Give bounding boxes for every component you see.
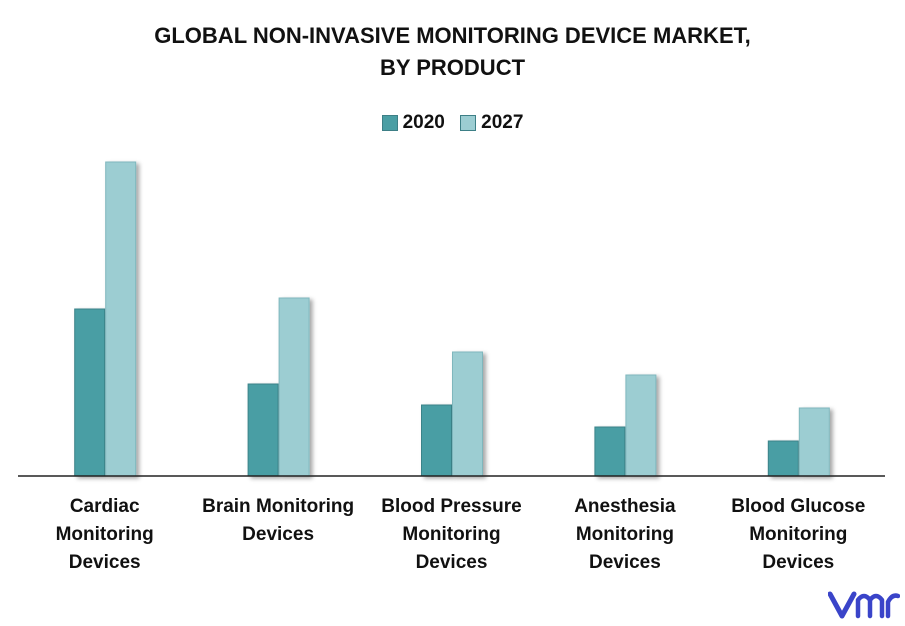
legend-swatch-2027 (460, 115, 477, 131)
bar-2027-0 (105, 161, 137, 477)
vmr-logo-icon (828, 591, 900, 619)
category-label-2: Blood Pressure Monitoring Devices (368, 493, 536, 577)
category-label-1: Brain Monitoring Devices (194, 493, 362, 549)
bar-2027-3 (625, 374, 657, 477)
category-label-0: Cardiac Monitoring Devices (21, 493, 189, 577)
bar-2020-4 (767, 440, 799, 477)
category-label-line: Monitoring (749, 524, 848, 545)
category-label-3: Anesthesia Monitoring Devices (541, 493, 709, 577)
category-label-line: Devices (588, 552, 661, 573)
category-label-line: Cardiac (69, 496, 140, 517)
bar-2027-2 (452, 351, 483, 477)
legend-item-2027: 2027 (460, 112, 523, 134)
bar-2027-4 (798, 407, 830, 477)
legend-label-2020: 2020 (402, 112, 445, 133)
category-label-line: Devices (242, 524, 315, 545)
bar-2027-1 (278, 297, 310, 477)
bar-2020-1 (247, 383, 279, 477)
category-label-line: Blood Glucose (731, 496, 866, 517)
legend-label-2027: 2027 (481, 112, 524, 133)
category-label-line: Devices (762, 552, 835, 573)
category-label-line: Devices (415, 552, 488, 573)
chart-title-line-2: BY PRODUCT (379, 55, 526, 80)
category-label-line: Monitoring (55, 524, 154, 545)
bar-2020-2 (421, 404, 452, 477)
category-label-line: Devices (68, 552, 141, 573)
legend-swatch-2020 (381, 115, 398, 131)
category-label-line: Brain Monitoring (202, 496, 355, 517)
bar-2020-3 (594, 426, 626, 477)
category-label-line: Monitoring (575, 524, 674, 545)
category-label-line: Monitoring (402, 524, 501, 545)
legend-item-2020: 2020 (381, 112, 445, 134)
chart-title-line-1: GLOBAL NON-INVASIVE MONITORING DEVICE MA… (154, 23, 751, 48)
chart-title: GLOBAL NON-INVASIVE MONITORING DEVICE MA… (0, 20, 905, 84)
chart-legend: 2020 2027 (0, 112, 905, 137)
category-label-line: Anesthesia (574, 496, 676, 517)
category-label-4: Blood Glucose Monitoring Devices (714, 493, 882, 577)
bar-2020-0 (74, 308, 106, 477)
category-label-line: Blood Pressure (381, 496, 522, 517)
